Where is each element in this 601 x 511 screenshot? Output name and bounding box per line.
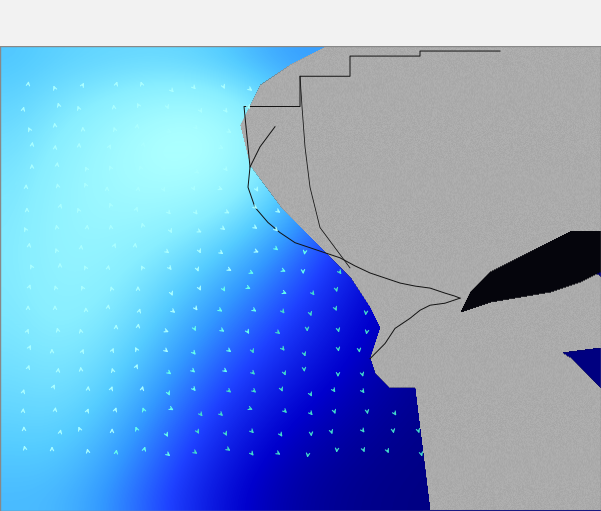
Text: Arrows show the wind wave direction: Arrows show the wind wave direction (184, 29, 417, 42)
Text: Primary Swell energy on Thursday 05 Dec at 3am WET: Primary Swell energy on Thursday 05 Dec … (53, 4, 548, 22)
